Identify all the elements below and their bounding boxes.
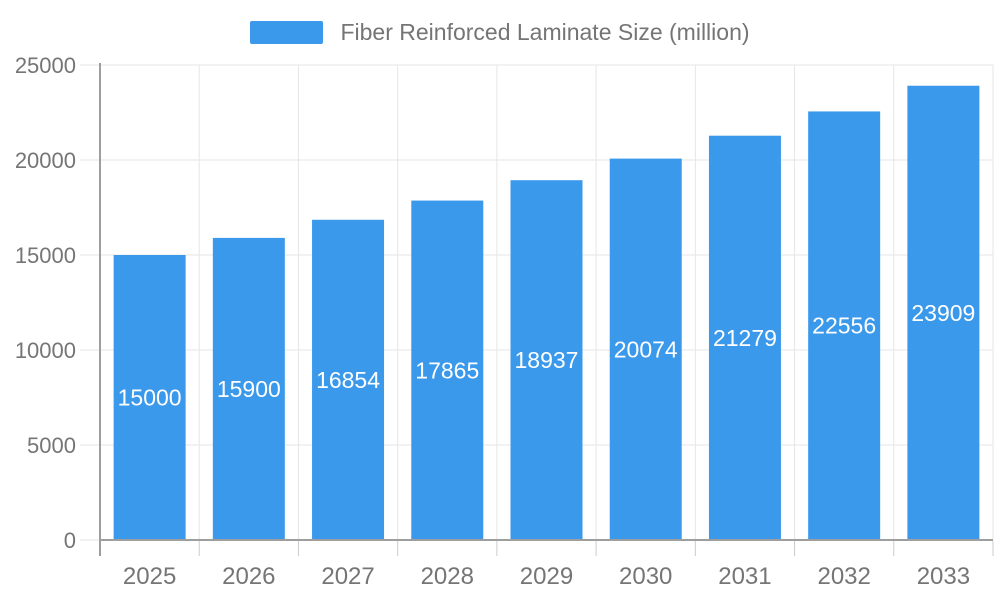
bar-value-label: 18937 — [515, 347, 579, 373]
bar-2028[interactable] — [411, 200, 484, 540]
bar-value-label: 22556 — [812, 313, 876, 339]
y-axis-tick-label: 5000 — [27, 433, 76, 458]
bar-value-label: 23909 — [911, 300, 975, 326]
bar-value-label: 20074 — [614, 336, 678, 362]
bar-2031[interactable] — [708, 135, 781, 540]
y-axis-tick-label: 25000 — [15, 53, 76, 78]
bar-value-label: 15900 — [217, 376, 281, 402]
bar-2025[interactable] — [113, 255, 186, 540]
legend-swatch — [250, 21, 324, 44]
bar-2026[interactable] — [212, 237, 285, 540]
x-axis-tick-label: 2028 — [421, 563, 474, 590]
bar-value-label: 16854 — [316, 367, 380, 393]
y-axis-tick-label: 15000 — [15, 243, 76, 268]
y-axis-tick-label: 0 — [64, 528, 76, 553]
bar-value-label: 21279 — [713, 325, 777, 351]
y-axis-tick-label: 10000 — [15, 338, 76, 363]
x-axis-tick-label: 2027 — [321, 563, 374, 590]
legend-series-label: Fiber Reinforced Laminate Size (million) — [340, 19, 750, 45]
x-axis-tick-label: 2033 — [917, 563, 970, 590]
x-axis-tick-label: 2031 — [718, 563, 771, 590]
x-axis-tick-label: 2026 — [222, 563, 275, 590]
x-axis-tick-label: 2029 — [520, 563, 573, 590]
bar-2030[interactable] — [609, 158, 682, 540]
y-axis-tick-label: 20000 — [15, 148, 76, 173]
bar-2033[interactable] — [907, 85, 980, 540]
bar-value-label: 15000 — [118, 385, 182, 411]
x-axis-tick-label: 2032 — [817, 563, 870, 590]
bar-2027[interactable] — [312, 219, 385, 541]
chart-legend[interactable]: Fiber Reinforced Laminate Size (million) — [0, 19, 1000, 46]
x-axis-tick-label: 2030 — [619, 563, 672, 590]
bar-2029[interactable] — [510, 180, 583, 540]
bar-2032[interactable] — [808, 111, 881, 540]
x-axis-tick-label: 2025 — [123, 563, 176, 590]
bar-value-label: 17865 — [415, 357, 479, 383]
